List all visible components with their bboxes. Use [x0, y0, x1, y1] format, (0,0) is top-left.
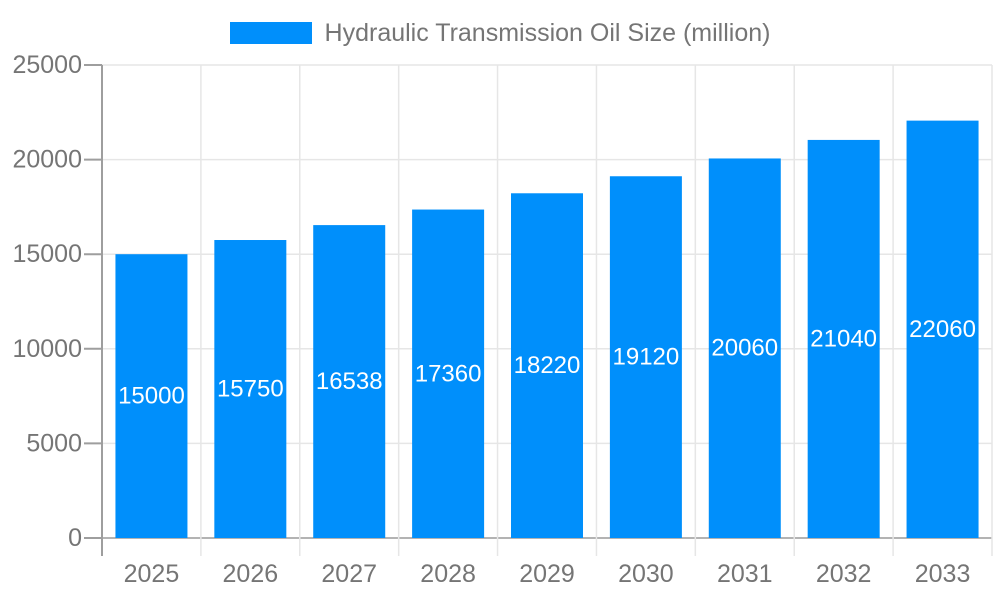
- chart-legend[interactable]: Hydraulic Transmission Oil Size (million…: [0, 19, 1000, 47]
- x-tick-label: 2030: [618, 560, 674, 588]
- bar-value-label: 15750: [217, 376, 284, 403]
- bar-value-label: 22060: [909, 316, 976, 343]
- legend-label: Hydraulic Transmission Oil Size (million…: [324, 19, 771, 47]
- bar-2032[interactable]: [807, 139, 880, 538]
- y-tick-label: 15000: [12, 240, 82, 268]
- bar-2028[interactable]: [412, 209, 485, 538]
- y-tick-label: 25000: [12, 51, 82, 79]
- x-tick-label: 2029: [519, 560, 575, 588]
- bar-2033[interactable]: [906, 120, 979, 538]
- bar-value-label: 16538: [316, 368, 383, 395]
- bar-2027[interactable]: [313, 225, 386, 538]
- x-tick-label: 2026: [223, 560, 279, 588]
- bar-value-label: 20060: [711, 335, 778, 362]
- bar-value-label: 17360: [415, 360, 482, 387]
- y-tick-label: 20000: [12, 146, 82, 174]
- bar-2026[interactable]: [214, 240, 287, 538]
- y-tick-label: 5000: [26, 429, 82, 457]
- legend-swatch: [229, 22, 312, 44]
- bar-value-label: 19120: [613, 344, 680, 371]
- x-tick-label: 2032: [816, 560, 872, 588]
- bar-2031[interactable]: [708, 158, 781, 539]
- bar-2025[interactable]: [115, 254, 188, 538]
- x-tick-label: 2031: [717, 560, 773, 588]
- bar-2029[interactable]: [511, 193, 583, 539]
- x-tick-label: 2025: [124, 560, 180, 588]
- bar-value-label: 18220: [514, 352, 581, 379]
- y-tick-label: 10000: [12, 335, 82, 363]
- bar-value-label: 21040: [810, 325, 877, 352]
- x-tick-label: 2033: [915, 560, 971, 588]
- x-tick-label: 2027: [321, 560, 377, 588]
- x-tick-label: 2028: [420, 560, 476, 588]
- bar-value-label: 15000: [118, 383, 185, 410]
- y-tick-label: 0: [68, 524, 82, 552]
- bar-2030[interactable]: [609, 176, 682, 538]
